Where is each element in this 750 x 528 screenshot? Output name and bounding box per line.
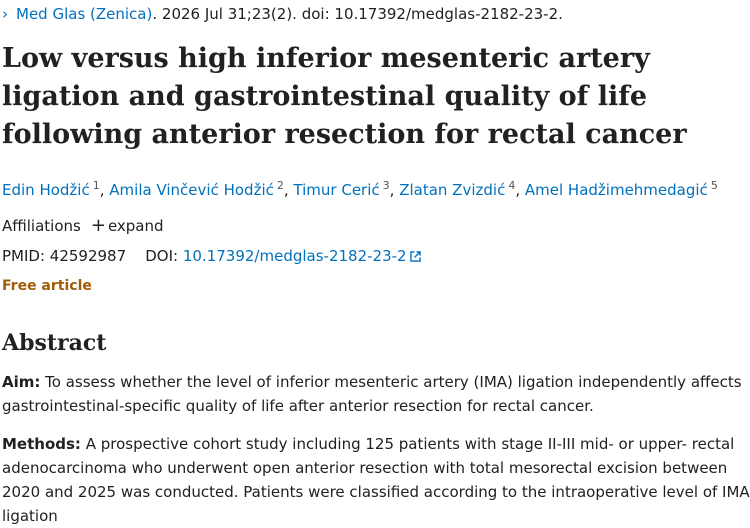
affiliation-number[interactable]: 1 — [92, 179, 100, 192]
doi-link[interactable]: 10.17392/medglas-2182-23-2 — [182, 247, 407, 265]
section-label: Methods: — [2, 435, 81, 453]
citation-details: . 2026 Jul 31;23(2). doi: 10.17392/medgl… — [152, 5, 563, 23]
article-title: Low versus high inferior mesenteric arte… — [2, 43, 687, 150]
affiliations: Affiliations + expand — [2, 214, 750, 238]
affiliation-number[interactable]: 3 — [382, 179, 390, 192]
author-link[interactable]: Amila Vinčević Hodžić — [109, 181, 274, 199]
page: › Med Glas (Zenica). 2026 Jul 31;23(2). d… — [2, 5, 750, 525]
free-article-badge: Free article — [2, 278, 92, 294]
author-separator: , — [99, 181, 105, 199]
author-link[interactable]: Amel Hadžimehmedagić — [524, 181, 708, 199]
expand-button[interactable]: expand — [107, 217, 164, 235]
section-text: A prospective cohort study including 125… — [2, 435, 750, 525]
affiliations-label: Affiliations — [2, 217, 81, 235]
doi-label: DOI: — [145, 247, 179, 265]
affiliation-number[interactable]: 5 — [710, 179, 718, 192]
author-link[interactable]: Timur Cerić — [293, 181, 380, 199]
author-link[interactable]: Zlatan Zvizdić — [399, 181, 506, 199]
pmid-label: PMID: — [2, 247, 46, 265]
author-link[interactable]: Edin Hodžić — [2, 181, 90, 199]
abstract-body: Aim: To assess whether the level of infe… — [2, 370, 750, 528]
section-label: Aim: — [2, 373, 41, 391]
citation: › Med Glas (Zenica). 2026 Jul 31;23(2). d… — [2, 2, 750, 26]
pmid: 42592987 — [49, 247, 127, 265]
author-list: Edin Hodžić 1, Amila Vinčević Hodžić 2, Ti… — [2, 174, 750, 202]
external-link-icon — [409, 251, 421, 262]
affiliation-number[interactable]: 4 — [508, 179, 516, 192]
author-separator: , — [515, 181, 521, 199]
identifiers: PMID: 42592987 DOI: 10.17392/medglas-218… — [2, 244, 750, 268]
affiliation-number[interactable]: 2 — [276, 179, 284, 192]
journal-link[interactable]: Med Glas (Zenica) — [16, 5, 153, 23]
plus-icon[interactable]: + — [90, 215, 106, 236]
abstract-section: Methods: A prospective cohort study incl… — [2, 432, 750, 528]
chevron-icon[interactable]: › — [2, 5, 8, 23]
author-separator: , — [283, 181, 289, 199]
section-text: To assess whether the level of inferior … — [2, 373, 742, 415]
abstract-section: Aim: To assess whether the level of infe… — [2, 370, 750, 418]
author-separator: , — [389, 181, 395, 199]
abstract-heading: Abstract — [2, 330, 107, 356]
